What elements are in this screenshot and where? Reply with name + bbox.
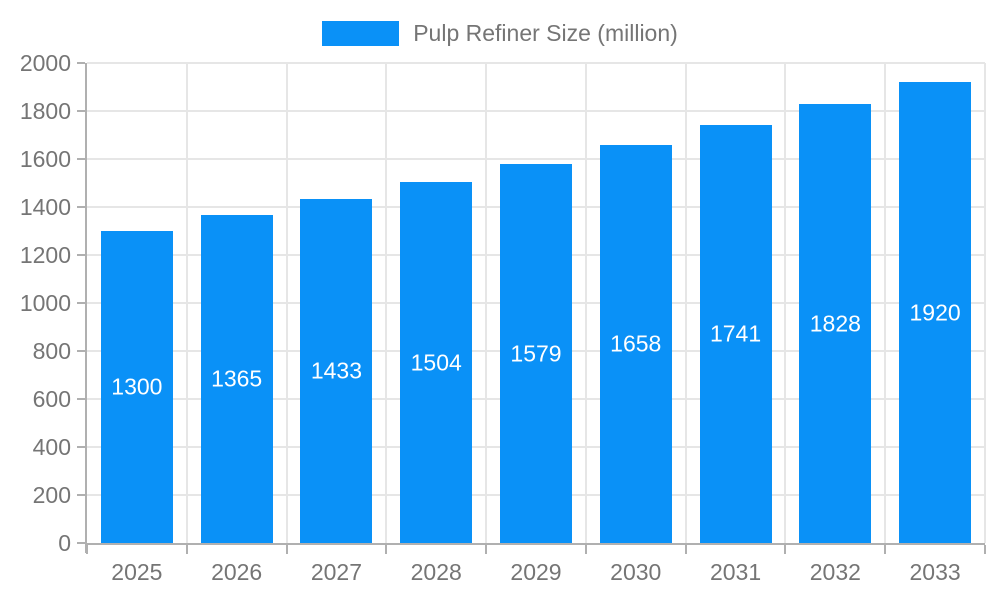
bar-value-label: 1579 <box>510 340 562 366</box>
x-tick-mark <box>984 545 986 554</box>
bar-2028[interactable]: 1504 <box>400 182 473 543</box>
x-tick-mark <box>185 545 188 554</box>
x-axis-label: 2033 <box>909 559 961 585</box>
x-tick-mark <box>285 545 288 554</box>
y-axis-label: 1000 <box>19 290 71 316</box>
bar-2027[interactable]: 1433 <box>300 199 373 543</box>
x-tick-mark <box>884 545 887 554</box>
y-tick-mark <box>77 494 85 496</box>
bar-2030[interactable]: 1658 <box>599 145 672 543</box>
bar-2031[interactable]: 1741 <box>699 125 772 543</box>
y-tick-mark <box>77 302 85 304</box>
bar-value-label: 1300 <box>111 373 163 400</box>
y-axis-label: 200 <box>32 482 71 508</box>
gridline-x <box>684 63 687 543</box>
x-axis-label: 2032 <box>809 559 861 585</box>
gridline-x <box>185 63 188 543</box>
y-tick-mark <box>77 158 85 160</box>
bar-2029[interactable]: 1579 <box>500 164 572 543</box>
y-axis-label: 1200 <box>19 242 71 268</box>
bar-value-label: 1658 <box>610 330 662 357</box>
y-tick-mark <box>77 350 85 352</box>
x-tick-mark <box>784 545 787 554</box>
plot-area: 0 200 400 600 800 1000 1200 1400 1600 1800 2000 130… <box>20 51 986 584</box>
x-tick-mark <box>86 545 88 554</box>
x-tick-mark <box>584 545 587 554</box>
y-axis-label: 800 <box>32 338 71 364</box>
gridline-x <box>385 63 388 543</box>
y-axis-label: 2000 <box>19 50 71 76</box>
bar-value-label: 1920 <box>909 299 961 326</box>
y-tick-mark <box>77 398 85 400</box>
bar-value-label: 1741 <box>709 320 762 347</box>
bar-2025[interactable]: 1300 <box>100 231 173 543</box>
legend[interactable]: Pulp Refiner Size (million) <box>0 0 1000 56</box>
x-axis-label: 2031 <box>709 559 762 585</box>
y-tick-mark <box>77 110 85 112</box>
bar-2026[interactable]: 1365 <box>200 215 273 543</box>
y-axis-label: 400 <box>32 434 71 460</box>
y-tick-mark <box>77 446 85 448</box>
y-axis-label: 1600 <box>19 146 71 172</box>
gridline-x <box>784 63 787 543</box>
bar-2032[interactable]: 1828 <box>799 104 872 543</box>
gridline-x <box>485 63 488 543</box>
legend-swatch <box>322 20 400 46</box>
y-tick-mark <box>77 206 85 208</box>
gridline-x <box>884 63 887 543</box>
gridline-y <box>87 62 985 64</box>
y-axis-line <box>85 63 87 553</box>
gridline-x <box>285 63 288 543</box>
y-axis-label: 1800 <box>19 98 71 124</box>
x-tick-mark <box>485 545 488 554</box>
y-tick-mark <box>77 62 85 64</box>
gridline-x <box>584 63 587 543</box>
y-axis-label: 0 <box>58 530 71 556</box>
x-tick-mark <box>684 545 687 554</box>
bar-2033[interactable]: 1920 <box>899 82 972 543</box>
x-axis-label: 2025 <box>111 559 163 585</box>
gridline-y <box>87 158 985 160</box>
bar-value-label: 1433 <box>310 357 363 384</box>
y-tick-mark <box>77 542 85 544</box>
y-axis-label: 600 <box>32 386 71 412</box>
y-tick-mark <box>77 254 85 256</box>
x-axis-label: 2028 <box>410 559 462 585</box>
bar-value-label: 1365 <box>211 365 263 392</box>
x-axis-label: 2026 <box>211 559 263 585</box>
x-axis-label: 2029 <box>510 559 562 585</box>
x-axis-line <box>85 543 985 545</box>
gridline-x <box>984 63 986 543</box>
y-axis-label: 1400 <box>19 194 71 220</box>
bar-value-label: 1828 <box>809 310 861 337</box>
legend-label: Pulp Refiner Size (million) <box>413 19 678 46</box>
gridline-y <box>87 110 985 112</box>
x-axis-label: 2027 <box>310 559 363 585</box>
x-axis-label: 2030 <box>610 559 662 585</box>
x-tick-mark <box>385 545 388 554</box>
bar-value-label: 1504 <box>410 349 462 375</box>
